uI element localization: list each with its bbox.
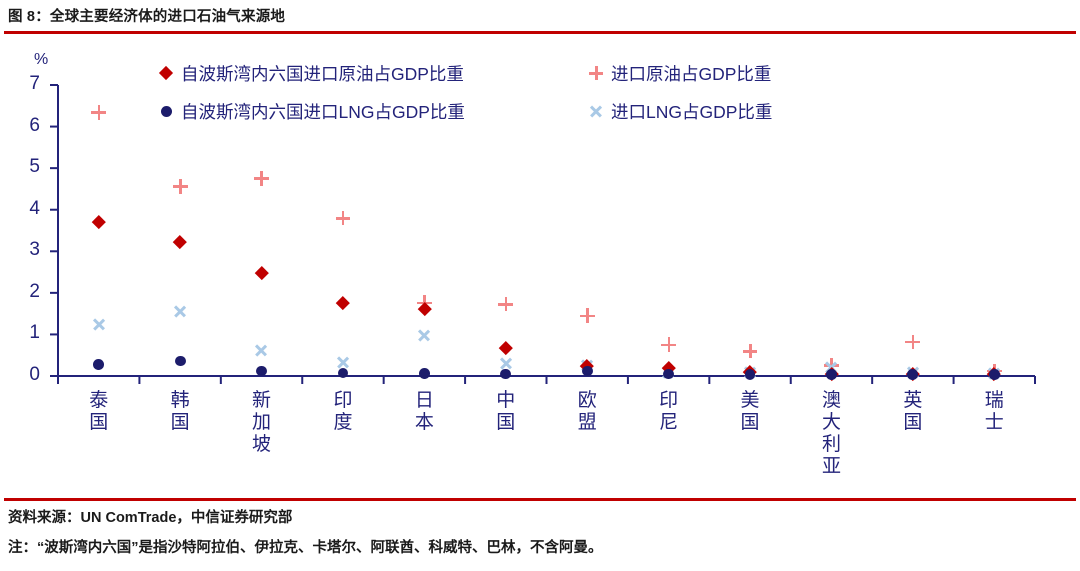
plus-marker-icon <box>579 308 595 324</box>
y-axis-unit-label: % <box>34 51 49 68</box>
circle-marker-icon <box>905 366 921 382</box>
x-axis-tick-11: 瑞士 <box>984 390 1004 433</box>
chart-axes-svg <box>50 84 1036 384</box>
x-axis-tick-0: 泰国 <box>89 390 109 433</box>
legend-label-lng-total: 进口LNG占GDP比重 <box>611 101 773 122</box>
chart-legend: 自波斯湾内六国进口原油占GDP比重 进口原油占GDP比重 自波斯湾内六国进口LN… <box>158 54 918 130</box>
circle-marker-icon <box>172 353 188 369</box>
x-axis-tick-10: 英国 <box>903 390 923 433</box>
plus-marker-icon <box>588 65 604 81</box>
legend-item-crude-gulf[interactable]: 自波斯湾内六国进口原油占GDP比重 <box>158 61 588 86</box>
plus-marker-icon <box>172 178 188 194</box>
y-axis-tick-7: 7 <box>29 73 40 94</box>
plus-marker-icon <box>498 296 514 312</box>
chart-plot-area: 自波斯湾内六国进口原油占GDP比重 进口原油占GDP比重 自波斯湾内六国进口LN… <box>0 34 1080 498</box>
x-axis-tick-3: 印度 <box>333 390 353 433</box>
diamond-marker-icon <box>335 294 351 310</box>
plus-marker-icon <box>661 337 677 353</box>
x-axis-tick-7: 印尼 <box>659 390 679 433</box>
page-title: 图 8：全球主要经济体的进口石油气来源地 <box>8 9 286 25</box>
x-axis-tick-8: 美国 <box>740 390 760 433</box>
legend-label-lng-gulf: 自波斯湾内六国进口LNG占GDP比重 <box>181 101 465 122</box>
y-axis-tick-2: 2 <box>29 280 40 302</box>
cross-marker-icon <box>254 342 270 358</box>
circle-marker-icon <box>823 366 839 382</box>
x-axis-tick-5: 中国 <box>496 390 516 433</box>
note-line: 注：“波斯湾内六国”是指沙特阿拉伯、伊拉克、卡塔尔、阿联酋、科威特、巴林，不含阿… <box>8 540 603 556</box>
cross-marker-icon <box>91 316 107 332</box>
legend-item-crude-total[interactable]: 进口原油占GDP比重 <box>588 61 918 86</box>
y-axis-tick-0: 0 <box>29 364 40 385</box>
y-axis-tick-4: 4 <box>29 197 40 219</box>
y-axis-tick-5: 5 <box>29 156 40 178</box>
divider-top <box>4 31 1076 34</box>
legend-item-lng-gulf[interactable]: 自波斯湾内六国进口LNG占GDP比重 <box>158 99 588 124</box>
diamond-marker-icon <box>254 265 270 281</box>
circle-marker-icon <box>986 367 1002 383</box>
plus-marker-icon <box>91 104 107 120</box>
y-axis-tick-3: 3 <box>29 239 40 261</box>
x-axis-tick-9: 澳大利亚 <box>821 390 841 477</box>
figure-footer: 资料来源：UN ComTrade，中信证券研究部 注：“波斯湾内六国”是指沙特阿… <box>8 503 1072 563</box>
cross-marker-icon <box>172 304 188 320</box>
y-axis-tick-6: 6 <box>29 114 40 136</box>
x-axis-tick-1: 韩国 <box>170 390 190 433</box>
cross-marker-icon <box>416 327 432 343</box>
divider-bottom <box>4 498 1076 501</box>
diamond-marker-icon <box>91 213 107 229</box>
x-axis-tick-4: 日本 <box>414 390 434 433</box>
plus-marker-icon <box>254 170 270 186</box>
plus-marker-icon <box>742 343 758 359</box>
circle-marker-icon <box>661 366 677 382</box>
circle-marker-icon <box>254 363 270 379</box>
circle-marker-icon <box>498 366 514 382</box>
x-axis-tick-2: 新加坡 <box>252 390 272 455</box>
plus-marker-icon <box>905 334 921 350</box>
x-axis-tick-6: 欧盟 <box>577 390 597 433</box>
legend-label-crude-total: 进口原油占GDP比重 <box>611 63 772 84</box>
diamond-marker-icon <box>416 301 432 317</box>
y-axis-tick-1: 1 <box>29 322 40 344</box>
figure-title-bar: 图 8：全球主要经济体的进口石油气来源地 <box>0 0 1080 31</box>
diamond-marker-icon <box>172 234 188 250</box>
legend-label-crude-gulf: 自波斯湾内六国进口原油占GDP比重 <box>181 63 464 84</box>
circle-marker-icon <box>416 366 432 382</box>
circle-marker-icon <box>742 366 758 382</box>
circle-marker-icon <box>335 365 351 381</box>
plus-marker-icon <box>335 210 351 226</box>
diamond-marker-icon <box>498 340 514 356</box>
source-line: 资料来源：UN ComTrade，中信证券研究部 <box>8 510 293 526</box>
circle-marker-icon <box>158 103 174 119</box>
circle-marker-icon <box>579 363 595 379</box>
legend-item-lng-total[interactable]: 进口LNG占GDP比重 <box>588 99 918 124</box>
circle-marker-icon <box>91 356 107 372</box>
